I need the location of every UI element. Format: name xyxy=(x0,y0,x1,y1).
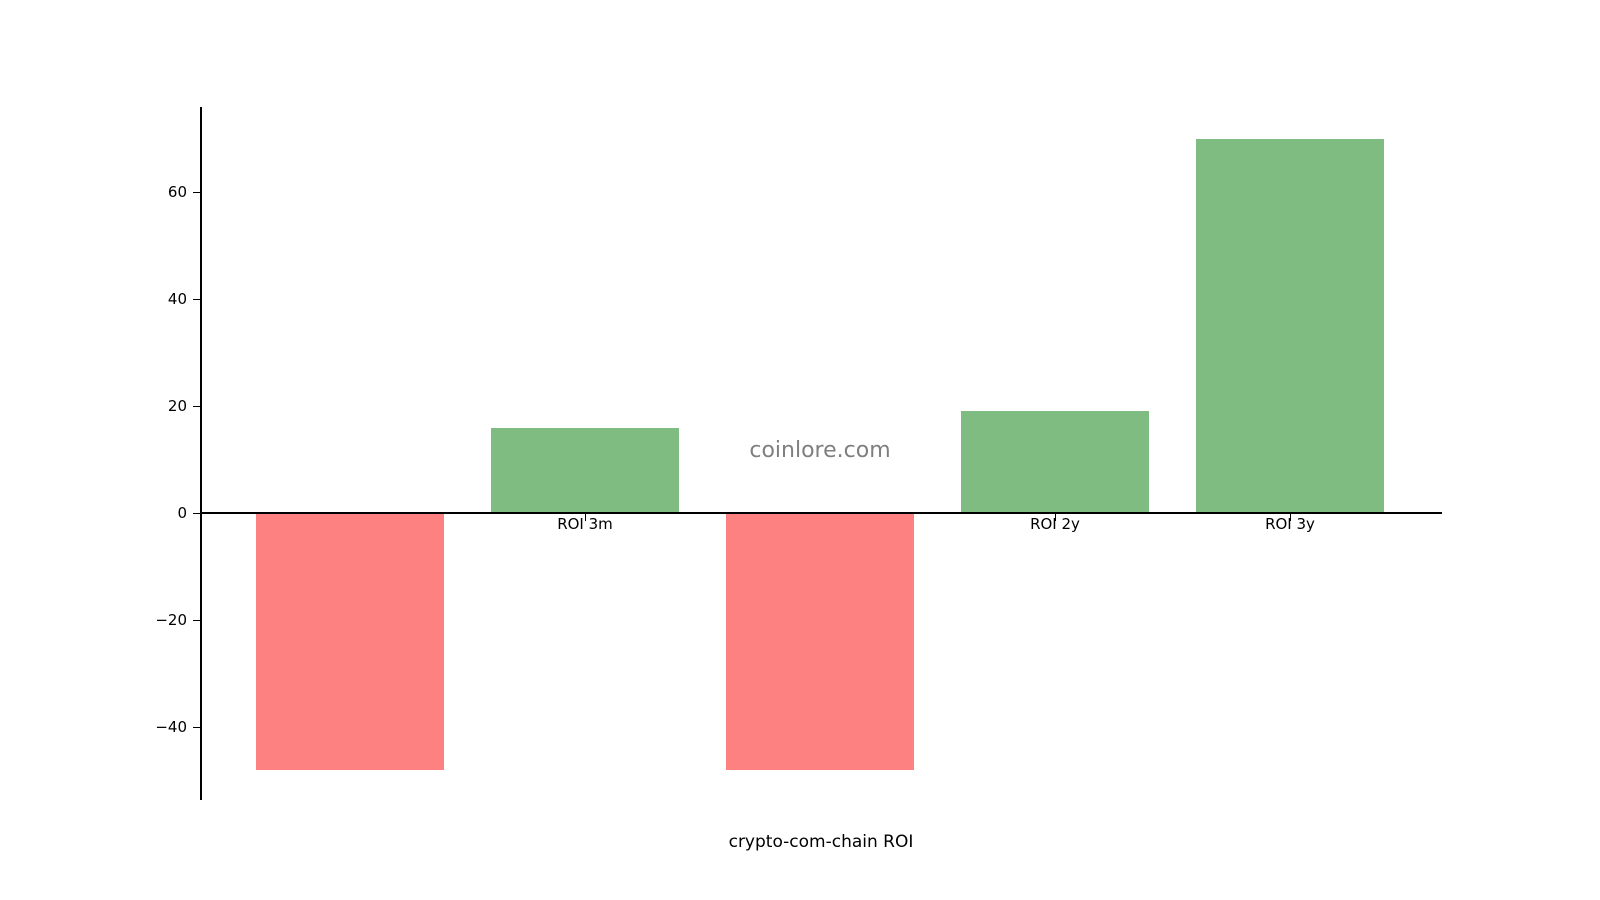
bar xyxy=(1196,139,1384,512)
x-axis-line xyxy=(200,512,1442,514)
y-tick-label: −20 xyxy=(155,611,187,629)
x-tick-label: ROI 2y xyxy=(1030,515,1080,533)
x-tick xyxy=(1290,513,1291,521)
y-tick xyxy=(193,192,200,193)
y-tick xyxy=(193,727,200,728)
bar xyxy=(726,514,914,770)
bar xyxy=(961,411,1149,512)
y-tick xyxy=(193,513,200,514)
y-tick-label: 40 xyxy=(167,290,187,308)
y-axis-line xyxy=(200,107,202,800)
y-tick xyxy=(193,406,200,407)
watermark-text: coinlore.com xyxy=(749,438,891,463)
chart-caption: crypto-com-chain ROI xyxy=(728,832,914,852)
bar xyxy=(256,514,444,770)
x-tick xyxy=(1055,513,1056,521)
y-tick-label: 20 xyxy=(167,397,187,415)
x-tick-label: ROI 3m xyxy=(557,515,613,533)
y-tick xyxy=(193,299,200,300)
y-tick-label: −40 xyxy=(155,718,187,736)
y-tick-label: 60 xyxy=(167,183,187,201)
x-tick xyxy=(585,513,586,521)
x-tick-label: ROI 3y xyxy=(1265,515,1315,533)
y-tick-label: 0 xyxy=(177,504,187,522)
bar xyxy=(491,428,679,512)
y-tick xyxy=(193,620,200,621)
